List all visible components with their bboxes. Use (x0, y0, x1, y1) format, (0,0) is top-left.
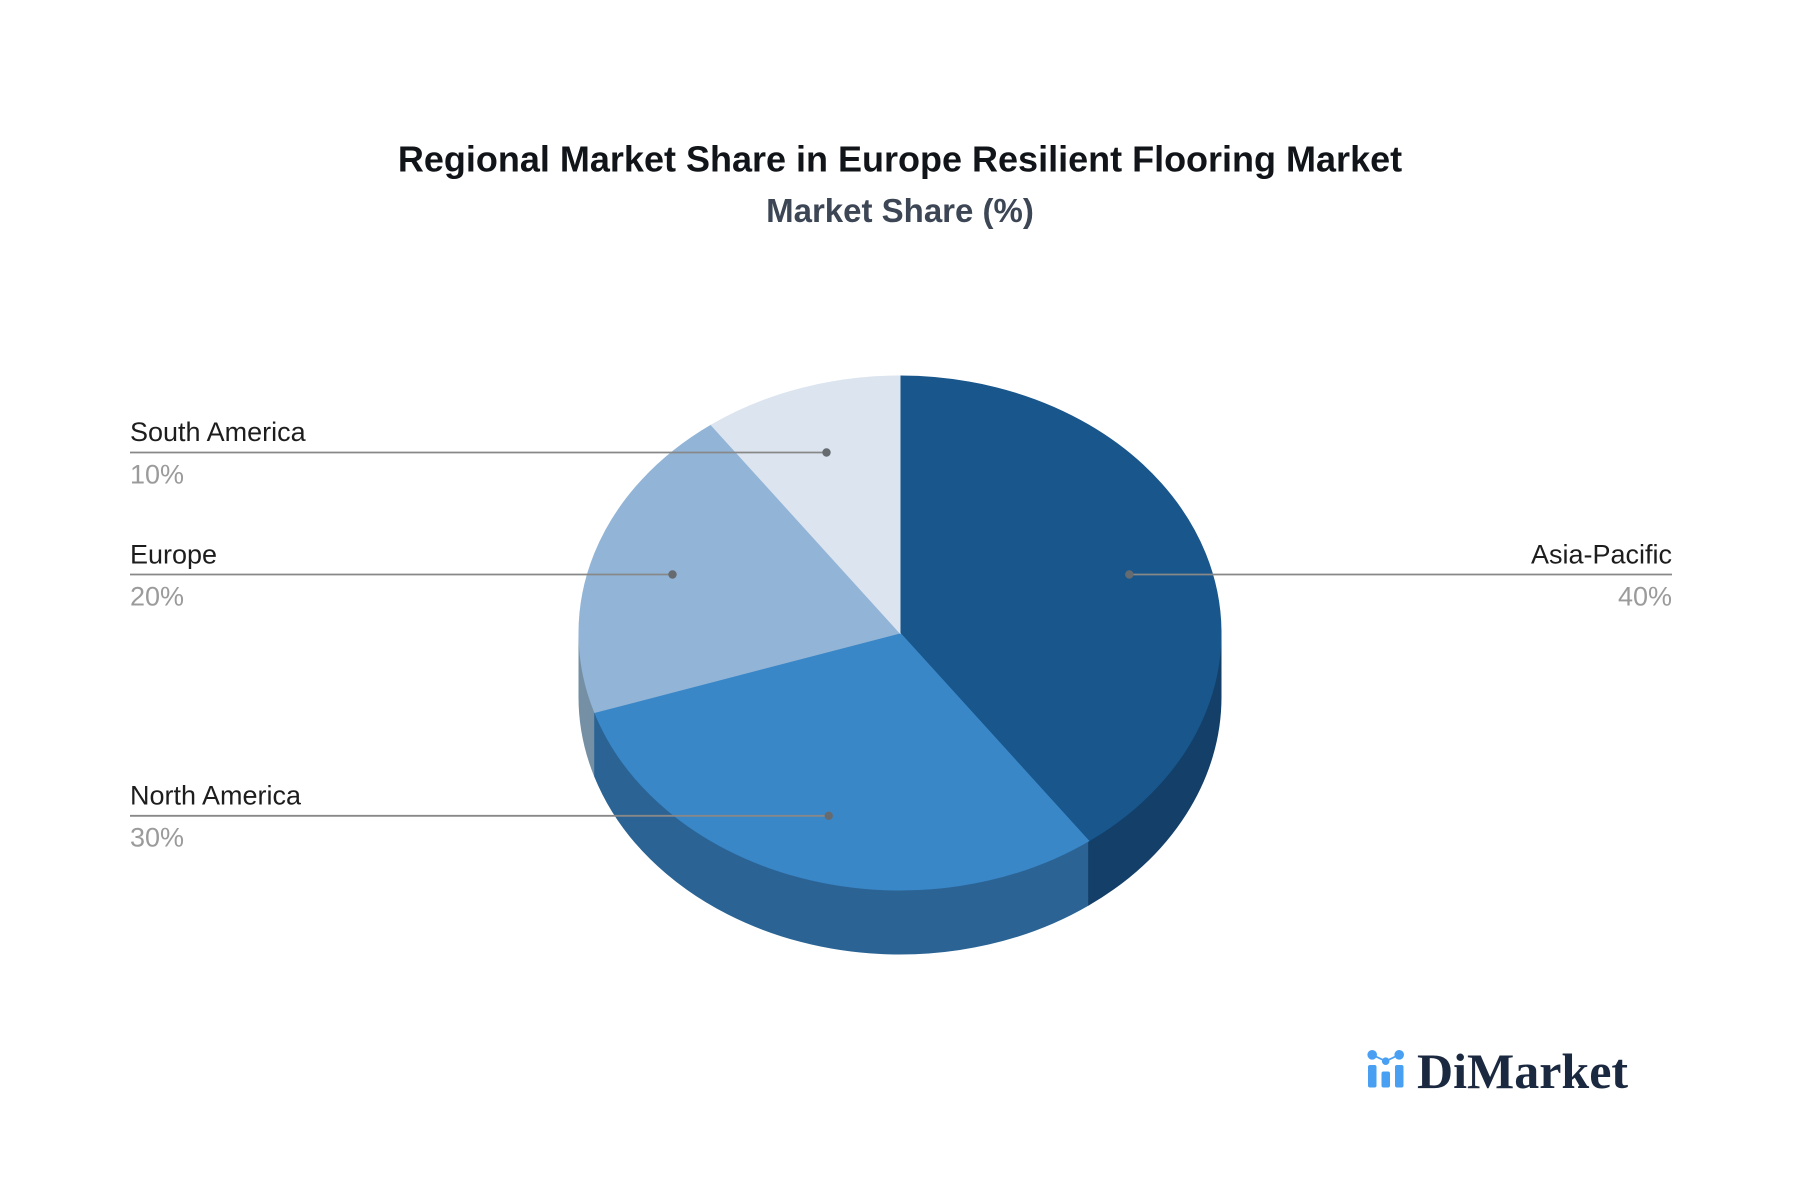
svg-text:Europe: Europe (130, 540, 217, 570)
svg-text:Regional Market Share in Europ: Regional Market Share in Europe Resilien… (398, 139, 1402, 180)
svg-text:South America: South America (130, 417, 307, 447)
svg-text:20%: 20% (130, 582, 184, 612)
svg-text:40%: 40% (1618, 582, 1672, 612)
svg-text:10%: 10% (130, 460, 184, 490)
svg-text:Market Share (%): Market Share (%) (766, 192, 1034, 229)
svg-text:30%: 30% (130, 823, 184, 853)
svg-text:North America: North America (130, 781, 302, 811)
svg-text:DiMarket: DiMarket (1417, 1043, 1628, 1099)
svg-text:Asia-Pacific: Asia-Pacific (1531, 540, 1672, 570)
